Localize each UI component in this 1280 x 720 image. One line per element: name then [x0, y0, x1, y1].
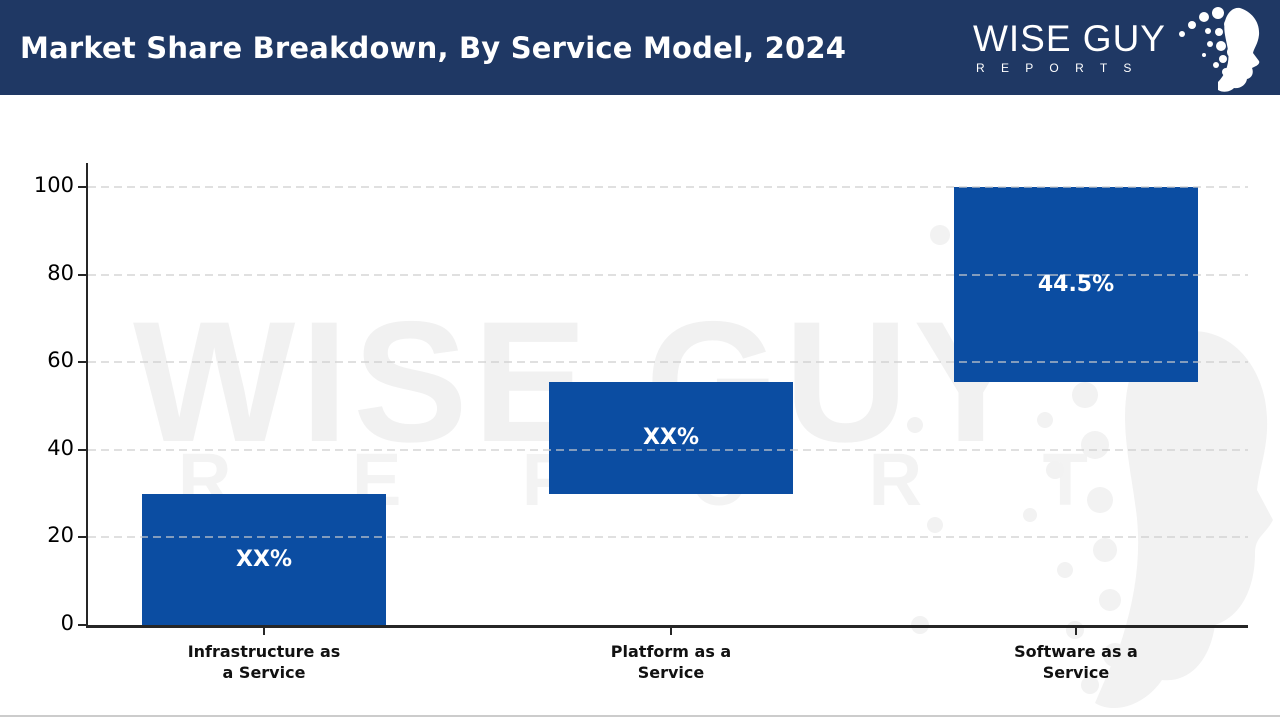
logo-wordmark: WISE GUY	[972, 18, 1166, 59]
logo-text: WISE GUY R E P O R T S	[972, 18, 1166, 76]
x-tick	[263, 628, 265, 635]
gridline-y60	[88, 361, 1248, 364]
bar-segment	[954, 187, 1198, 382]
y-axis-line	[86, 163, 88, 628]
y-tick-100	[78, 186, 86, 188]
x-category-label-line: Service	[637, 663, 705, 682]
bottom-divider	[0, 715, 1280, 717]
x-tick	[670, 628, 672, 635]
x-category-label-line: Service	[1042, 663, 1110, 682]
y-tick-0	[78, 624, 86, 626]
page-title: Market Share Breakdown, By Service Model…	[20, 30, 847, 65]
y-tick-60	[78, 361, 86, 364]
y-tick-label-80: 80	[47, 260, 74, 285]
header-bar: Market Share Breakdown, By Service Model…	[0, 0, 1280, 95]
logo-face-icon	[1179, 6, 1260, 92]
chart-area: WISE GUY R E P O R T S 020406080100XX%XX…	[0, 95, 1280, 715]
x-category-label: Software as a Service	[936, 641, 1216, 683]
x-category-label-line: a Service	[222, 663, 306, 682]
bar-value-label: XX%	[236, 546, 292, 572]
x-category-label-line: Platform as a	[610, 642, 732, 661]
gridline-y80	[88, 273, 1248, 276]
x-category-label: Platform as a Service	[531, 641, 811, 683]
y-tick-20	[78, 536, 86, 539]
y-tick-label-20: 20	[47, 523, 74, 548]
x-category-label-line: Infrastructure as	[187, 642, 341, 661]
gridline-y100	[88, 186, 1248, 188]
logo-subtitle: R E P O R T S	[975, 61, 1138, 75]
logo-wiseguy: WISE GUY R E P O R T S	[973, 4, 1262, 92]
bar-value-label: XX%	[643, 425, 699, 451]
y-tick-label-60: 60	[47, 348, 74, 373]
bar-segment	[549, 381, 793, 494]
y-tick-label-0: 0	[60, 611, 74, 635]
x-axis-line	[86, 625, 1248, 628]
bar-value-label: 44.5%	[1037, 271, 1115, 297]
gridline-y20	[88, 536, 1248, 539]
y-tick-80	[78, 273, 86, 276]
y-tick-40	[78, 448, 86, 451]
x-category-label: Infrastructure as a Service	[124, 641, 404, 683]
bar-segment	[142, 493, 386, 625]
x-category-label-line: Software as a	[1014, 642, 1138, 661]
gridline-y40	[88, 448, 1248, 451]
y-tick-label-100: 100	[33, 173, 74, 197]
x-tick	[1075, 628, 1077, 635]
y-tick-label-40: 40	[47, 435, 74, 460]
